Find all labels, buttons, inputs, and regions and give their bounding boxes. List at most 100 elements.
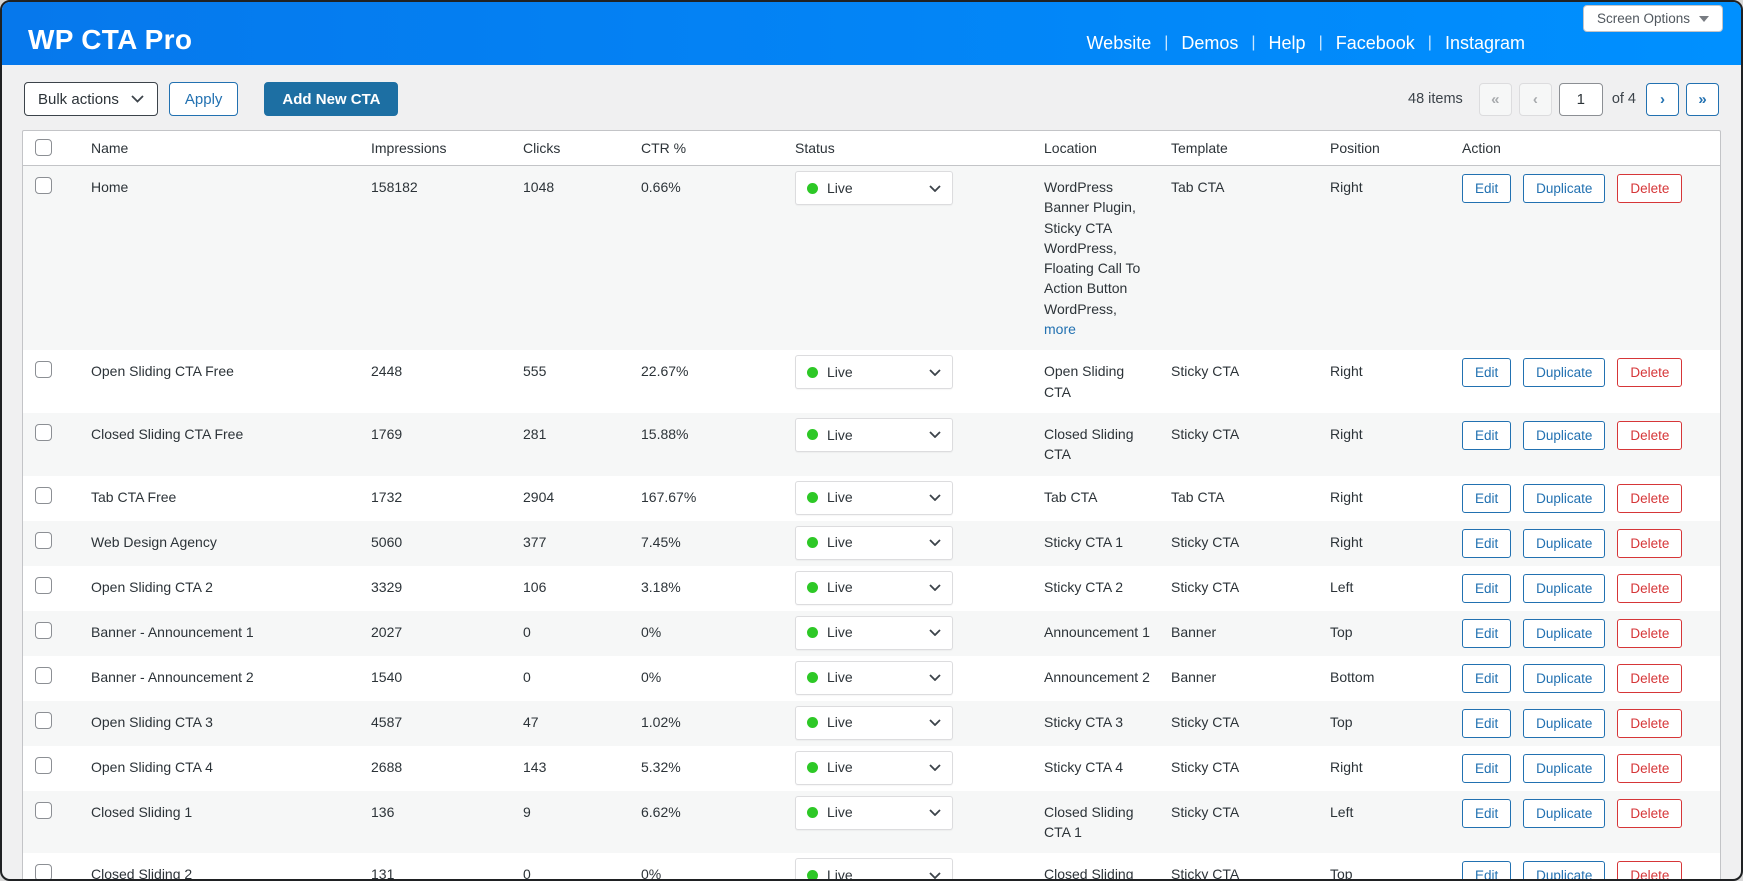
- nav-link-instagram[interactable]: Instagram: [1444, 33, 1525, 53]
- row-checkbox[interactable]: [35, 711, 52, 729]
- row-checkbox[interactable]: [35, 576, 52, 594]
- delete-button[interactable]: Delete: [1617, 573, 1683, 603]
- status-dropdown[interactable]: Live: [795, 171, 953, 205]
- edit-button[interactable]: Edit: [1462, 420, 1512, 450]
- duplicate-button[interactable]: Duplicate: [1523, 618, 1606, 648]
- duplicate-button[interactable]: Duplicate: [1523, 174, 1606, 203]
- delete-button[interactable]: Delete: [1617, 708, 1683, 738]
- row-checkbox[interactable]: [35, 864, 52, 879]
- cta-template: Sticky CTA: [1171, 578, 1240, 595]
- delete-button[interactable]: Delete: [1617, 663, 1683, 693]
- nav-link-facebook[interactable]: Facebook: [1335, 33, 1415, 53]
- add-new-cta-button[interactable]: Add New CTA: [264, 82, 399, 116]
- nav-link-help[interactable]: Help: [1268, 33, 1306, 53]
- cta-location: Closed Sliding CTA: [1034, 413, 1161, 476]
- row-checkbox[interactable]: [35, 531, 52, 549]
- live-status-dot: [807, 582, 818, 594]
- current-page-input[interactable]: [1558, 82, 1603, 116]
- row-checkbox[interactable]: [35, 756, 52, 774]
- duplicate-button[interactable]: Duplicate: [1523, 663, 1606, 693]
- edit-button[interactable]: Edit: [1462, 753, 1512, 783]
- cta-position: Right: [1330, 758, 1363, 775]
- pagination: 48 items « ‹ of 4 › »: [1408, 82, 1719, 116]
- edit-button[interactable]: Edit: [1462, 174, 1512, 203]
- row-checkbox[interactable]: [35, 621, 52, 639]
- duplicate-button[interactable]: Duplicate: [1523, 708, 1606, 738]
- cta-position: Top: [1330, 623, 1353, 640]
- cta-ctr: 1.02%: [641, 713, 681, 730]
- delete-button[interactable]: Delete: [1617, 528, 1683, 558]
- delete-button[interactable]: Delete: [1617, 358, 1683, 388]
- duplicate-button[interactable]: Duplicate: [1523, 798, 1606, 828]
- bulk-actions-select[interactable]: Bulk actions: [24, 82, 158, 116]
- edit-button[interactable]: Edit: [1462, 798, 1512, 828]
- status-dropdown[interactable]: Live: [795, 795, 953, 830]
- nav-link-website[interactable]: Website: [1086, 33, 1152, 53]
- row-checkbox[interactable]: [35, 177, 52, 194]
- edit-button[interactable]: Edit: [1462, 573, 1512, 603]
- duplicate-button[interactable]: Duplicate: [1523, 573, 1606, 603]
- edit-button[interactable]: Edit: [1462, 663, 1512, 693]
- duplicate-button[interactable]: Duplicate: [1523, 528, 1606, 558]
- cta-impressions: 2688: [371, 758, 403, 775]
- prev-page-button[interactable]: ‹: [1518, 82, 1552, 116]
- duplicate-button[interactable]: Duplicate: [1523, 420, 1606, 450]
- nav-link-demos[interactable]: Demos: [1181, 33, 1239, 53]
- edit-button[interactable]: Edit: [1462, 708, 1512, 738]
- row-checkbox[interactable]: [35, 666, 52, 684]
- status-dropdown[interactable]: Live: [795, 480, 953, 515]
- next-page-button[interactable]: ›: [1646, 82, 1679, 116]
- status-label: Live: [827, 867, 853, 881]
- status-dropdown[interactable]: Live: [795, 615, 953, 650]
- row-checkbox[interactable]: [35, 801, 52, 819]
- table-row: Home 158182 1048 0.66% Live WordPress Ba…: [23, 166, 1720, 351]
- apply-button[interactable]: Apply: [168, 82, 239, 116]
- delete-button[interactable]: Delete: [1617, 798, 1683, 828]
- delete-button[interactable]: Delete: [1617, 753, 1683, 783]
- delete-button[interactable]: Delete: [1617, 618, 1683, 648]
- chevron-down-icon: [929, 431, 941, 439]
- duplicate-button[interactable]: Duplicate: [1523, 483, 1606, 513]
- duplicate-button[interactable]: Duplicate: [1523, 753, 1606, 783]
- cta-clicks: 281: [523, 425, 547, 442]
- delete-button[interactable]: Delete: [1617, 861, 1683, 879]
- row-checkbox[interactable]: [35, 423, 52, 441]
- cta-name: Open Sliding CTA Free: [91, 363, 234, 380]
- last-page-button[interactable]: »: [1686, 82, 1719, 116]
- status-dropdown[interactable]: Live: [795, 570, 953, 605]
- duplicate-button[interactable]: Duplicate: [1523, 358, 1606, 388]
- edit-button[interactable]: Edit: [1462, 861, 1512, 879]
- status-dropdown[interactable]: Live: [795, 525, 953, 560]
- delete-button[interactable]: Delete: [1617, 420, 1683, 450]
- live-status-dot: [807, 717, 818, 729]
- location-text: Closed Sliding CTA 1: [1044, 803, 1134, 840]
- chevron-down-icon: [929, 674, 941, 682]
- chevron-down-icon: [131, 95, 144, 103]
- delete-button[interactable]: Delete: [1617, 174, 1683, 203]
- edit-button[interactable]: Edit: [1462, 618, 1512, 648]
- cta-position: Top: [1330, 866, 1353, 881]
- first-page-button[interactable]: «: [1478, 82, 1512, 116]
- delete-button[interactable]: Delete: [1617, 483, 1683, 513]
- status-dropdown[interactable]: Live: [795, 705, 953, 740]
- status-dropdown[interactable]: Live: [795, 355, 953, 390]
- status-label: Live: [827, 624, 853, 641]
- edit-button[interactable]: Edit: [1462, 528, 1512, 558]
- duplicate-button[interactable]: Duplicate: [1523, 861, 1606, 879]
- select-all-checkbox[interactable]: [35, 139, 52, 156]
- status-dropdown[interactable]: Live: [795, 858, 953, 881]
- live-status-dot: [807, 182, 818, 194]
- cta-ctr: 0%: [641, 866, 662, 881]
- edit-button[interactable]: Edit: [1462, 358, 1512, 388]
- total-pages-label: of 4: [1611, 91, 1636, 107]
- row-checkbox[interactable]: [35, 361, 52, 379]
- edit-button[interactable]: Edit: [1462, 483, 1512, 513]
- status-dropdown[interactable]: Live: [795, 660, 953, 695]
- more-link[interactable]: more: [1044, 321, 1076, 338]
- status-dropdown[interactable]: Live: [795, 750, 953, 785]
- cta-name: Web Design Agency: [91, 533, 217, 550]
- status-dropdown[interactable]: Live: [795, 417, 953, 452]
- row-checkbox[interactable]: [35, 486, 52, 504]
- screen-options-button[interactable]: Screen Options: [1582, 5, 1723, 32]
- cta-impressions: 5060: [371, 533, 403, 550]
